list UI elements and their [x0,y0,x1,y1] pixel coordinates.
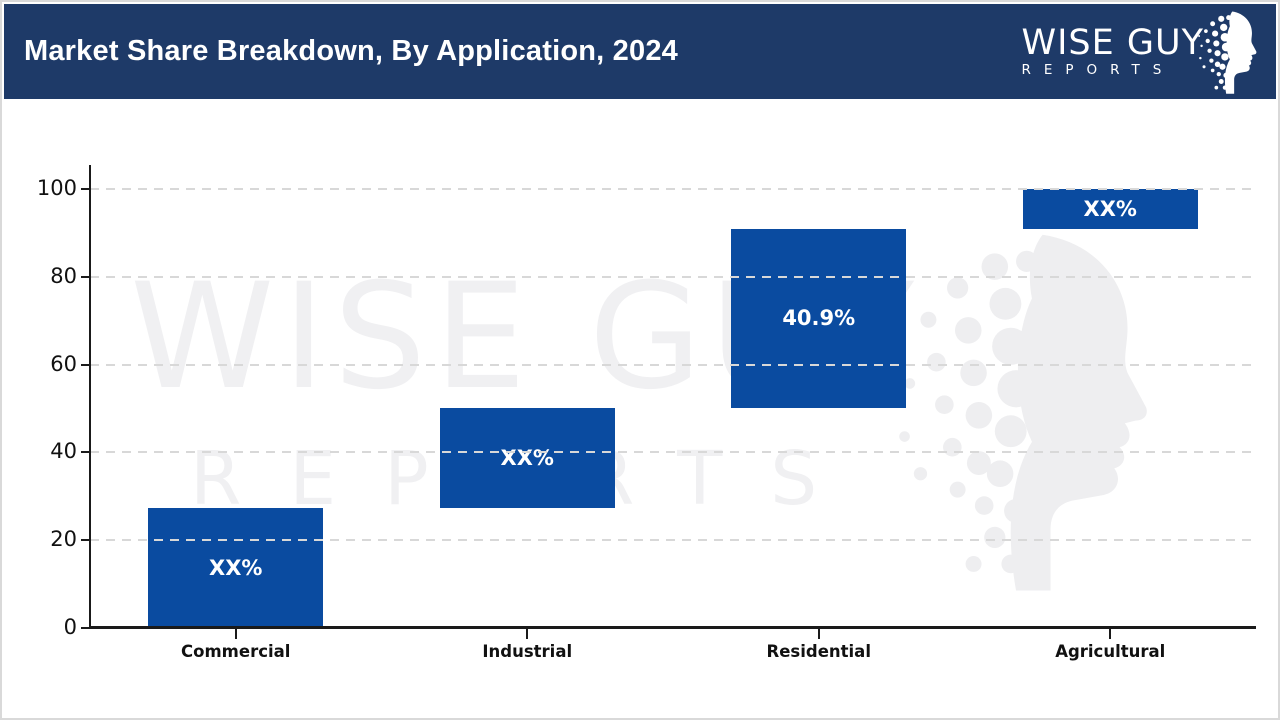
x-tick-industrial [526,629,529,639]
y-axis-line [89,165,91,629]
bar-value-label: XX% [209,556,263,581]
header-bar: Market Share Breakdown, By Application, … [4,4,1276,99]
wiseguy-logo-text: WISE GUY REPORTS [1021,22,1204,79]
bar-value-label: XX% [1083,196,1137,221]
gridline-100 [90,188,1256,190]
y-tick-label-20: 20 [50,527,77,552]
y-tick-40 [81,451,90,454]
y-tick-20 [81,539,90,542]
y-tick-60 [81,363,90,366]
x-axis-line [89,626,1256,629]
wiseguy-logo: WISE GUY REPORTS [1021,9,1262,95]
gridline-80 [90,275,1256,278]
bar-value-label: 40.9% [782,306,856,331]
y-tick-label-80: 80 [50,263,77,288]
bar-commercial: XX% [148,508,324,628]
bar-industrial: XX% [439,408,615,509]
x-tick-agricultural [1109,629,1112,639]
bar-value-label: XX% [500,446,554,471]
x-axis-label-commercial: Commercial [181,642,291,661]
gridline-40 [90,451,1256,454]
gridline-60 [90,363,1256,366]
wiseguy-wordmark: WISE GUY [1021,22,1204,63]
wiseguy-face-icon [1198,10,1257,94]
y-tick-label-0: 0 [63,615,77,639]
wiseguy-face-watermark [895,234,1147,591]
x-tick-residential [817,629,820,639]
bar-agricultural: XX% [1022,189,1198,229]
x-axis-label-agricultural: Agricultural [1055,642,1166,661]
page-title: Market Share Breakdown, By Application, … [24,35,678,67]
gridline-20 [90,539,1256,542]
y-tick-100 [81,188,90,190]
wiseguy-reports-text: REPORTS [1021,62,1175,79]
x-axis-label-residential: Residential [766,642,871,661]
x-tick-commercial [234,629,237,639]
y-tick-label-60: 60 [50,351,77,376]
bar-residential: 40.9% [731,228,907,409]
x-axis-label-industrial: Industrial [482,642,573,661]
y-tick-80 [81,275,90,278]
y-tick-label-100: 100 [36,176,77,200]
y-tick-0 [81,627,90,629]
y-tick-label-40: 40 [50,439,77,464]
